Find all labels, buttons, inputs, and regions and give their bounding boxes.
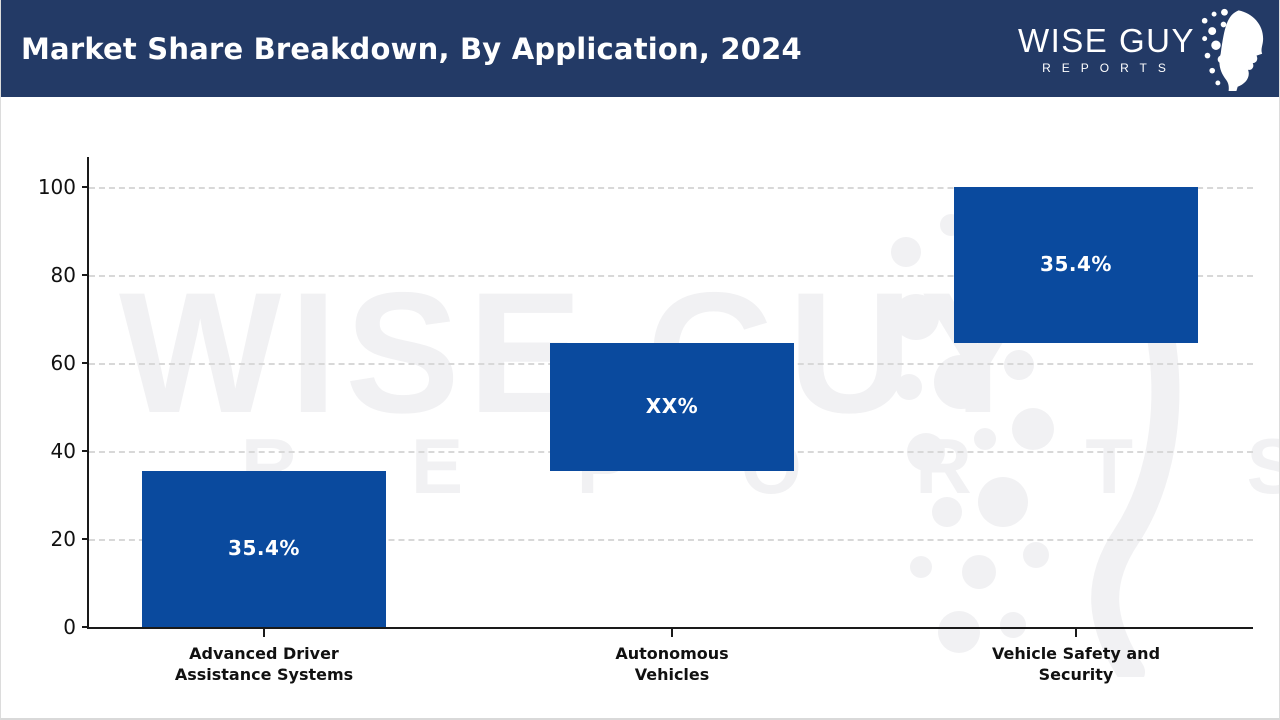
y-axis-tick-label: 100 — [37, 175, 76, 199]
logo-wordmark: WISE GUY REPORTS — [1018, 24, 1195, 75]
bar-value-label: 35.4% — [228, 536, 300, 561]
category-label-line: Advanced Driver — [189, 644, 339, 663]
bar-value-label: 35.4% — [1040, 251, 1112, 276]
header: Market Share Breakdown, By Application, … — [1, 0, 1279, 97]
bar-segment — [954, 187, 1198, 343]
y-axis-tick — [82, 626, 89, 628]
gridline — [89, 539, 1253, 541]
y-axis-tick — [82, 186, 89, 188]
y-axis — [87, 157, 89, 629]
brand-logo: WISE GUY REPORTS — [1018, 7, 1265, 91]
logo-subtitle-text: REPORTS — [1042, 61, 1177, 75]
x-axis-tick — [263, 629, 265, 637]
category-label: Autonomous Vehicles — [507, 643, 837, 685]
y-axis-tick — [82, 538, 89, 540]
x-axis-tick — [1075, 629, 1077, 637]
category-label: Vehicle Safety and Security — [911, 643, 1241, 685]
y-axis-tick-label: 60 — [50, 351, 76, 375]
category-label-line: Vehicle Safety and — [991, 644, 1161, 663]
y-axis-tick — [82, 450, 89, 452]
gridline — [89, 187, 1253, 189]
y-axis-tick-label: 80 — [50, 263, 76, 287]
gridline — [89, 275, 1253, 277]
x-axis-tick — [671, 629, 673, 637]
category-label-line: Security — [1038, 665, 1114, 684]
y-axis-tick-label: 20 — [50, 527, 76, 551]
bar-segment — [550, 342, 794, 472]
category-label-line: Vehicles — [634, 665, 710, 684]
y-axis-tick — [82, 274, 89, 276]
category-label-line: Assistance Systems — [174, 665, 354, 684]
chart-area: WISE GUY R E P O R T S 02040608010035.4%… — [1, 97, 1279, 718]
logo-wordmark-text: WISE GUY — [1017, 22, 1195, 59]
category-label-line: Autonomous — [615, 644, 729, 663]
page-title: Market Share Breakdown, By Application, … — [21, 31, 802, 66]
bar-segment — [142, 471, 386, 627]
category-label: Advanced Driver Assistance Systems — [99, 643, 429, 685]
logo-face-icon — [1201, 8, 1264, 91]
y-axis-tick-label: 40 — [50, 439, 76, 463]
y-axis-tick-label: 0 — [63, 615, 76, 639]
x-axis — [87, 627, 1253, 629]
bar-value-label: XX% — [645, 394, 699, 418]
y-axis-tick — [82, 362, 89, 364]
